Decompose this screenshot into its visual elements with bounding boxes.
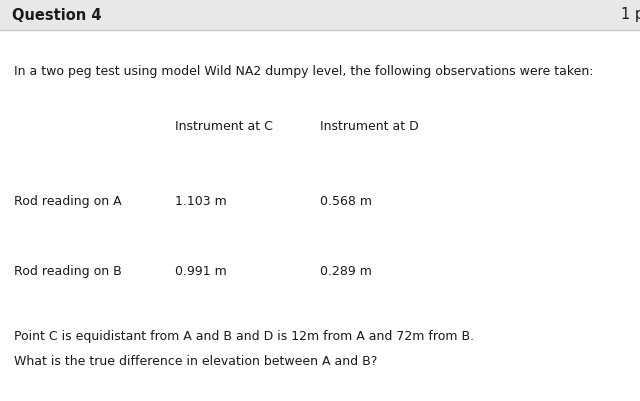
Text: Instrument at C: Instrument at C (175, 120, 273, 133)
Text: Rod reading on B: Rod reading on B (14, 265, 122, 278)
Text: Rod reading on A: Rod reading on A (14, 195, 122, 208)
Text: 0.289 m: 0.289 m (320, 265, 372, 278)
Text: 1.103 m: 1.103 m (175, 195, 227, 208)
Bar (0, 0, 640, 30)
Text: Instrument at D: Instrument at D (320, 120, 419, 133)
Text: 0.991 m: 0.991 m (175, 265, 227, 278)
Text: 1 p: 1 p (621, 8, 640, 22)
Text: Point C is equidistant from A and B and D is 12m from A and 72m from B.: Point C is equidistant from A and B and … (14, 330, 474, 343)
Text: Question 4: Question 4 (12, 8, 102, 22)
Text: In a two peg test using model Wild NA2 dumpy level, the following observations w: In a two peg test using model Wild NA2 d… (14, 65, 593, 78)
Text: 0.568 m: 0.568 m (320, 195, 372, 208)
Text: What is the true difference in elevation between A and B?: What is the true difference in elevation… (14, 355, 378, 368)
